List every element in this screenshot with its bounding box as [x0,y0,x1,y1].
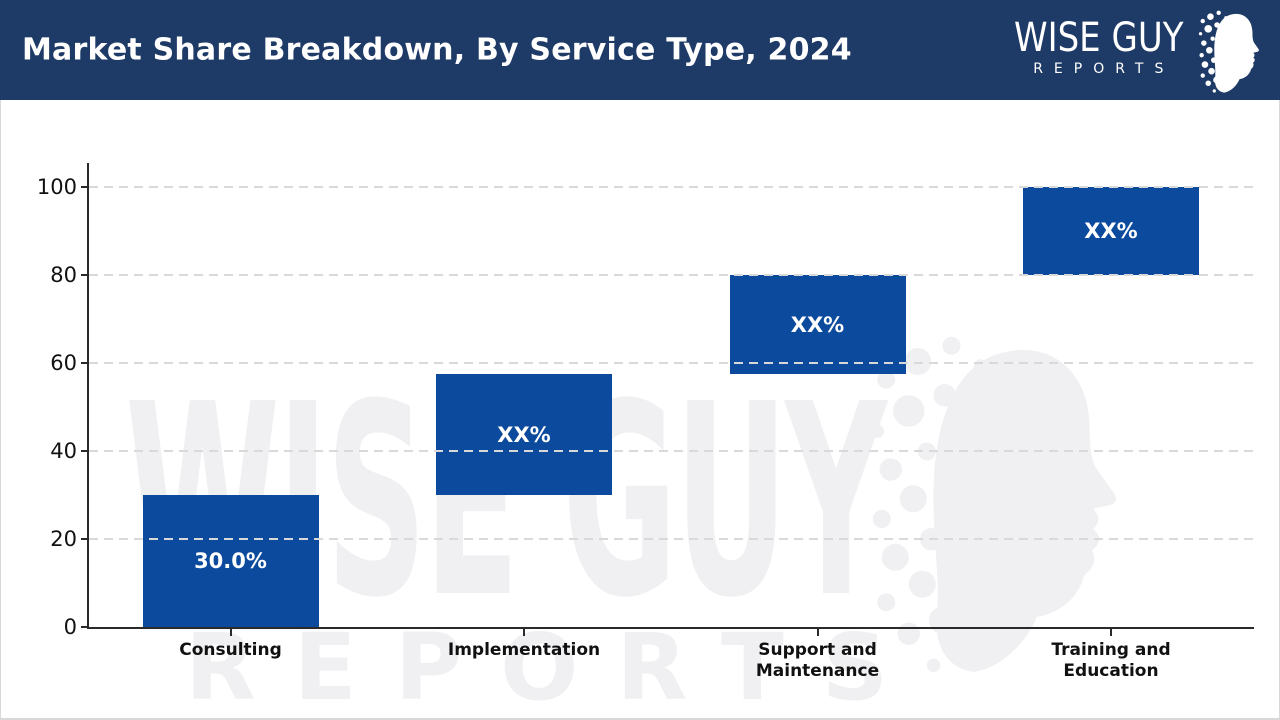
header-bar: Market Share Breakdown, By Service Type,… [0,0,1280,100]
gridline-20 [89,538,1253,540]
y-tick [81,538,88,540]
x-axis-label: Implementation [409,640,639,661]
y-tick [81,626,88,628]
y-tick-label: 20 [50,527,77,551]
x-axis-label-line: Implementation [447,640,601,660]
gridline-100 [89,186,1253,188]
y-tick-label: 100 [36,175,77,199]
y-tick [81,274,88,276]
y-tick-label: 60 [50,351,77,375]
gridline-40 [89,450,1253,452]
gridline-80 [89,274,1253,276]
x-axis-label-line: Maintenance [755,661,880,681]
wiseguy-logo: WISE GUY REPORTS [1012,4,1272,96]
y-tick [81,450,88,452]
bar-value-label: XX% [790,312,845,337]
bar-value-label: XX% [497,422,551,447]
logo-wordmark: WISE GUY [1013,15,1184,61]
bar-value-label: XX% [1084,219,1138,243]
bar-consulting: 30.0% [142,495,319,627]
x-axis-spine [87,627,1254,629]
wiseguy-face-icon [1196,9,1270,97]
watermark-face-icon [860,330,1160,690]
y-tick [81,362,88,364]
bar-value-label: 30.0% [194,549,267,573]
x-axis-label: Training and Education [996,640,1226,682]
x-tick [229,628,232,636]
logo-text: WISE GUY REPORTS [999,16,1198,77]
x-axis-label-line: Consulting [179,640,282,660]
y-tick [81,186,88,188]
y-axis-spine [87,163,89,629]
x-tick [816,628,819,636]
x-axis-label-line: Support and [758,640,877,660]
x-axis-label: Support and Maintenance [703,640,933,682]
y-tick-label: 0 [63,615,77,639]
bar-support-and-maintenance: XX% [729,275,906,374]
x-tick [1110,628,1112,636]
x-tick [523,628,525,636]
x-axis-label: Consulting [116,640,346,661]
x-axis-label-line: Training and [1051,640,1171,660]
y-tick-label: 40 [50,439,77,463]
bar-training-and-education: XX% [1023,187,1199,275]
x-axis-label-line: Education [1063,661,1159,681]
bar-implementation: XX% [436,374,612,495]
watermark-subtitle: REPORTS [185,614,927,720]
logo-subtitle: REPORTS [1033,61,1175,77]
page-title: Market Share Breakdown, By Service Type,… [22,32,852,68]
y-tick-label: 80 [50,263,77,287]
gridline-60 [89,362,1253,364]
